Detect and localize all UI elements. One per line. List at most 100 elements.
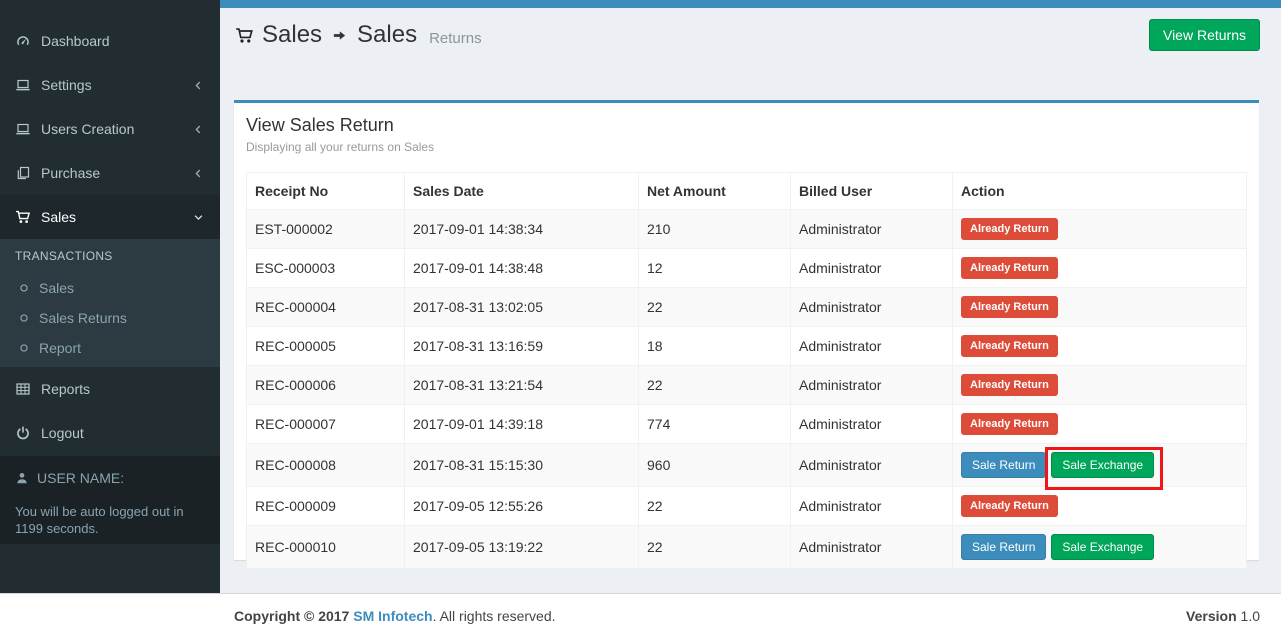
action-cell: Sale Return Sale Exchange <box>952 525 1247 569</box>
sales-date-cell: 2017-09-01 14:38:34 <box>404 209 639 249</box>
page-title-secondary: Sales <box>357 21 418 48</box>
sidebar-item-dashboard[interactable]: Dashboard <box>0 19 220 63</box>
action-cell: Already Return <box>952 326 1247 366</box>
already-return-badge: Already Return <box>961 374 1058 396</box>
already-return-badge: Already Return <box>961 257 1058 279</box>
page-title: Sales Sales Returns <box>235 21 1266 49</box>
column-header-billed-user: Billed User <box>790 172 953 210</box>
action-cell: Already Return <box>952 365 1247 405</box>
copyright-text: Copyright © 2017 SM Infotech. All rights… <box>234 608 556 624</box>
receipt-no-cell: REC-000010 <box>246 525 405 569</box>
main-content: Sales Sales Returns View Returns View Sa… <box>220 8 1281 593</box>
net-amount-cell: 22 <box>638 525 791 569</box>
view-returns-button[interactable]: View Returns <box>1148 19 1260 51</box>
table-row: EST-000002 2017-09-01 14:38:34 210 Administ… <box>246 209 1247 249</box>
sidebar-item-sales[interactable]: Sales <box>0 195 220 239</box>
table-row: REC-000005 2017-08-31 13:16:59 18 Administr… <box>246 326 1247 366</box>
panel-title: View Sales Return <box>246 115 394 135</box>
sidebar-submenu-list: Sales Sales Returns Report <box>0 273 220 363</box>
sidebar-item-settings[interactable]: Settings <box>0 63 220 107</box>
billed-user-cell: Administrator <box>790 443 953 487</box>
net-amount-cell: 12 <box>638 248 791 288</box>
user-name-label: USER NAME: <box>37 470 125 486</box>
top-navbar <box>220 0 1281 8</box>
already-return-badge: Already Return <box>961 335 1058 357</box>
page-title-primary: Sales <box>262 21 323 48</box>
cart-icon <box>16 210 31 223</box>
chevron-left-icon <box>195 169 201 177</box>
sale-exchange-button[interactable]: Sale Exchange <box>1051 534 1155 560</box>
already-return-badge: Already Return <box>961 218 1058 240</box>
net-amount-cell: 22 <box>638 365 791 405</box>
chevron-down-icon <box>194 214 203 220</box>
sales-date-cell: 2017-09-05 12:55:26 <box>404 486 639 526</box>
circle-o-icon <box>20 284 28 292</box>
user-icon <box>17 473 27 484</box>
billed-user-cell: Administrator <box>790 209 953 249</box>
sale-return-button[interactable]: Sale Return <box>961 452 1047 478</box>
submenu-item-sales[interactable]: Sales <box>0 273 220 303</box>
already-return-badge: Already Return <box>961 413 1058 435</box>
panel-subtitle: Displaying all your returns on Sales <box>246 140 435 154</box>
sales-return-panel: View Sales Return Displaying all your re… <box>234 100 1259 569</box>
net-amount-cell: 22 <box>638 287 791 327</box>
sidebar: Dashboard Settings Users Creation Purchase S… <box>0 0 220 593</box>
chevron-left-icon <box>195 81 201 89</box>
circle-o-icon <box>20 344 28 352</box>
column-header-action: Action <box>952 172 1247 210</box>
company-link[interactable]: SM Infotech <box>353 608 433 624</box>
table-header-row: Receipt No Sales Date Net Amount Billed Use… <box>246 172 1247 210</box>
action-cell: Already Return <box>952 209 1247 249</box>
action-cell: Already Return <box>952 404 1247 444</box>
sidebar-item-logout[interactable]: Logout <box>0 411 220 455</box>
receipt-no-cell: REC-000006 <box>246 365 405 405</box>
sales-returns-table: Receipt No Sales Date Net Amount Billed Use… <box>246 172 1247 569</box>
sidebar-item-purchase[interactable]: Purchase <box>0 151 220 195</box>
chevron-left-icon <box>195 125 201 133</box>
sidebar-menu: Dashboard Settings Users Creation Purchase S… <box>0 0 220 239</box>
sales-date-cell: 2017-08-31 13:02:05 <box>404 287 639 327</box>
content-header: Sales Sales Returns View Returns <box>220 8 1281 62</box>
table-row: REC-000010 2017-09-05 13:19:22 22 Administr… <box>246 525 1247 569</box>
table-row: REC-000009 2017-09-05 12:55:26 22 Administr… <box>246 486 1247 526</box>
sidebar-item-users-creation[interactable]: Users Creation <box>0 107 220 151</box>
net-amount-cell: 18 <box>638 326 791 366</box>
table-icon <box>16 383 30 395</box>
sale-return-button[interactable]: Sale Return <box>961 534 1047 560</box>
already-return-badge: Already Return <box>961 296 1058 318</box>
net-amount-cell: 774 <box>638 404 791 444</box>
already-return-badge: Already Return <box>961 495 1058 517</box>
arrow-right-icon <box>333 30 346 40</box>
footer: Copyright © 2017 SM Infotech. All rights… <box>0 593 1281 639</box>
power-icon <box>17 426 29 440</box>
circle-o-icon <box>20 314 28 322</box>
sales-date-cell: 2017-09-01 14:39:18 <box>404 404 639 444</box>
submenu-item-report[interactable]: Report <box>0 333 220 363</box>
sidebar-item-reports[interactable]: Reports <box>0 367 220 411</box>
billed-user-cell: Administrator <box>790 525 953 569</box>
action-cell: Sale Return Sale Exchange <box>952 443 1247 490</box>
receipt-no-cell: REC-000007 <box>246 404 405 444</box>
dashboard-icon <box>17 36 29 46</box>
sales-date-cell: 2017-08-31 13:16:59 <box>404 326 639 366</box>
net-amount-cell: 210 <box>638 209 791 249</box>
column-header-sales-date: Sales Date <box>404 172 639 210</box>
table-row: ESC-000003 2017-09-01 14:38:48 12 Administr… <box>246 248 1247 288</box>
user-panel: USER NAME: You will be auto logged out i… <box>0 456 220 544</box>
sales-date-cell: 2017-09-01 14:38:48 <box>404 248 639 288</box>
receipt-no-cell: EST-000002 <box>246 209 405 249</box>
version-text: Version 1.0 <box>1186 608 1260 624</box>
action-cell: Already Return <box>952 248 1247 288</box>
sales-date-cell: 2017-08-31 15:15:30 <box>404 443 639 487</box>
sales-date-cell: 2017-09-05 13:19:22 <box>404 525 639 569</box>
sales-submenu: TRANSACTIONS Sales Sales Returns Report <box>0 239 220 367</box>
billed-user-cell: Administrator <box>790 365 953 405</box>
submenu-item-sales-returns[interactable]: Sales Returns <box>0 303 220 333</box>
sidebar-menu-bottom: Reports Logout <box>0 367 220 455</box>
net-amount-cell: 960 <box>638 443 791 487</box>
action-cell: Already Return <box>952 486 1247 526</box>
receipt-no-cell: ESC-000003 <box>246 248 405 288</box>
column-header-receipt-no: Receipt No <box>246 172 405 210</box>
sale-exchange-button[interactable]: Sale Exchange <box>1051 452 1155 478</box>
billed-user-cell: Administrator <box>790 287 953 327</box>
